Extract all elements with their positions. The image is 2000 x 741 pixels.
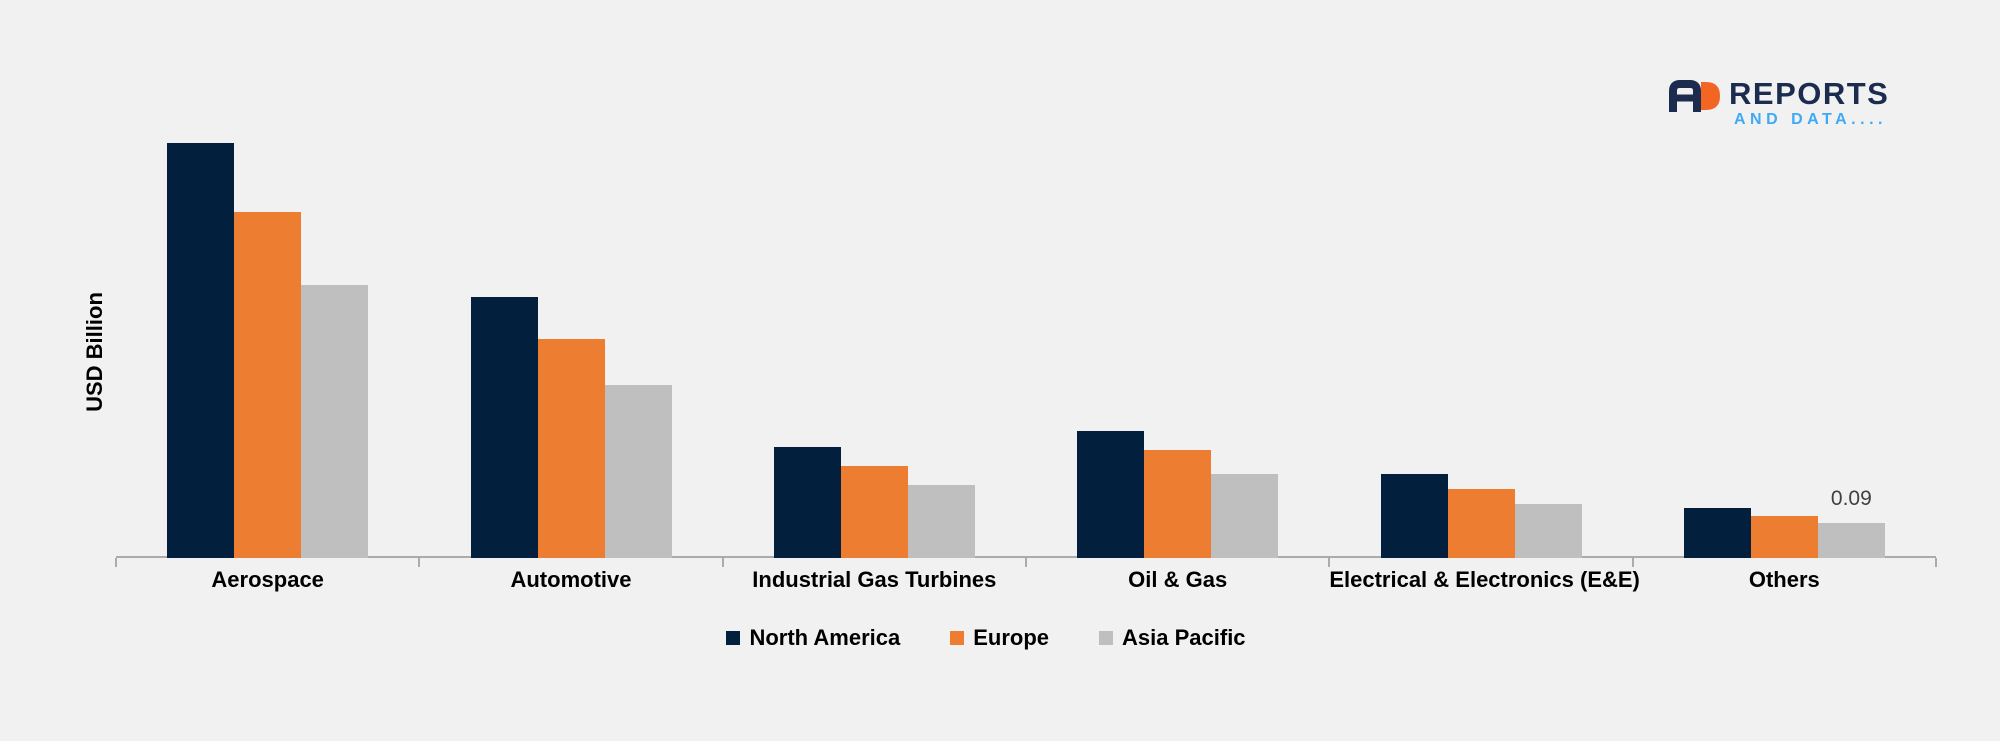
legend-label-asia-pacific: Asia Pacific bbox=[1122, 625, 1246, 650]
plot-area: Aerospace Automotive Industrial Gas Turbin… bbox=[115, 0, 1937, 592]
bar-electrical-electronics-e-e-asia-pacific bbox=[1514, 504, 1582, 558]
logo-wordmark: REPORTS AND DATA.... bbox=[1729, 78, 1889, 128]
x-axis-tick bbox=[1631, 558, 1634, 567]
legend-label-north-america: North America bbox=[749, 625, 901, 650]
category-label-industrial-gas-turbines: Industrial Gas Turbines bbox=[752, 567, 997, 592]
rd-monogram-icon bbox=[1669, 80, 1720, 112]
category-label-oil-gas: Oil & Gas bbox=[1128, 567, 1228, 592]
bar-oil-gas-europe bbox=[1144, 450, 1212, 558]
category-label-others: Others bbox=[1748, 567, 1820, 592]
legend-item-europe: Europe bbox=[950, 625, 1049, 651]
x-axis-tick bbox=[721, 558, 724, 567]
x-axis-line bbox=[116, 556, 1936, 558]
bar-others-asia-pacific bbox=[1817, 523, 1885, 558]
bar-industrial-gas-turbines-north-america bbox=[773, 447, 841, 558]
legend-swatch-north-america bbox=[726, 631, 741, 645]
y-axis-title: USD Billion bbox=[82, 292, 107, 412]
x-axis-tick bbox=[1025, 558, 1027, 567]
bar-automotive-asia-pacific bbox=[604, 385, 672, 558]
bar-aerospace-europe bbox=[234, 212, 302, 558]
category-label-automotive: Automotive bbox=[510, 567, 632, 592]
logo-text-reports: REPORTS bbox=[1729, 76, 1890, 111]
bar-others-north-america bbox=[1683, 508, 1751, 558]
bar-industrial-gas-turbines-europe bbox=[840, 466, 908, 558]
bar-automotive-north-america bbox=[470, 297, 538, 558]
logo-text-and-data: AND DATA.... bbox=[1734, 111, 1887, 128]
bar-aerospace-asia-pacific bbox=[301, 285, 369, 558]
category-label-electrical-electronics-e-e: Electrical & Electronics (E&E) bbox=[1329, 567, 1640, 592]
legend: North America Europe Asia Pacific bbox=[76, 625, 1896, 651]
bar-electrical-electronics-e-e-europe bbox=[1447, 489, 1515, 558]
bar-oil-gas-north-america bbox=[1077, 431, 1145, 558]
x-axis-tick bbox=[115, 558, 117, 567]
data-label-others-asia-pacific: 0.09 bbox=[1830, 487, 1872, 510]
x-axis-tick bbox=[1935, 558, 1937, 567]
bar-industrial-gas-turbines-asia-pacific bbox=[907, 485, 975, 558]
x-axis-tick bbox=[1328, 558, 1331, 567]
legend-label-europe: Europe bbox=[973, 625, 1050, 650]
bar-oil-gas-asia-pacific bbox=[1211, 474, 1279, 558]
category-label-aerospace: Aerospace bbox=[211, 567, 324, 592]
legend-swatch-europe bbox=[950, 631, 965, 645]
bar-others-europe bbox=[1750, 516, 1818, 558]
bar-electrical-electronics-e-e-north-america bbox=[1380, 474, 1448, 558]
legend-swatch-asia-pacific bbox=[1099, 631, 1114, 645]
legend-item-north-america: North America bbox=[726, 625, 900, 651]
reports-and-data-logo: REPORTS AND DATA.... bbox=[1668, 78, 1889, 128]
bar-aerospace-north-america bbox=[167, 143, 235, 558]
legend-item-asia-pacific: Asia Pacific bbox=[1099, 625, 1246, 651]
bar-automotive-europe bbox=[537, 339, 605, 558]
x-axis-tick bbox=[418, 558, 421, 567]
